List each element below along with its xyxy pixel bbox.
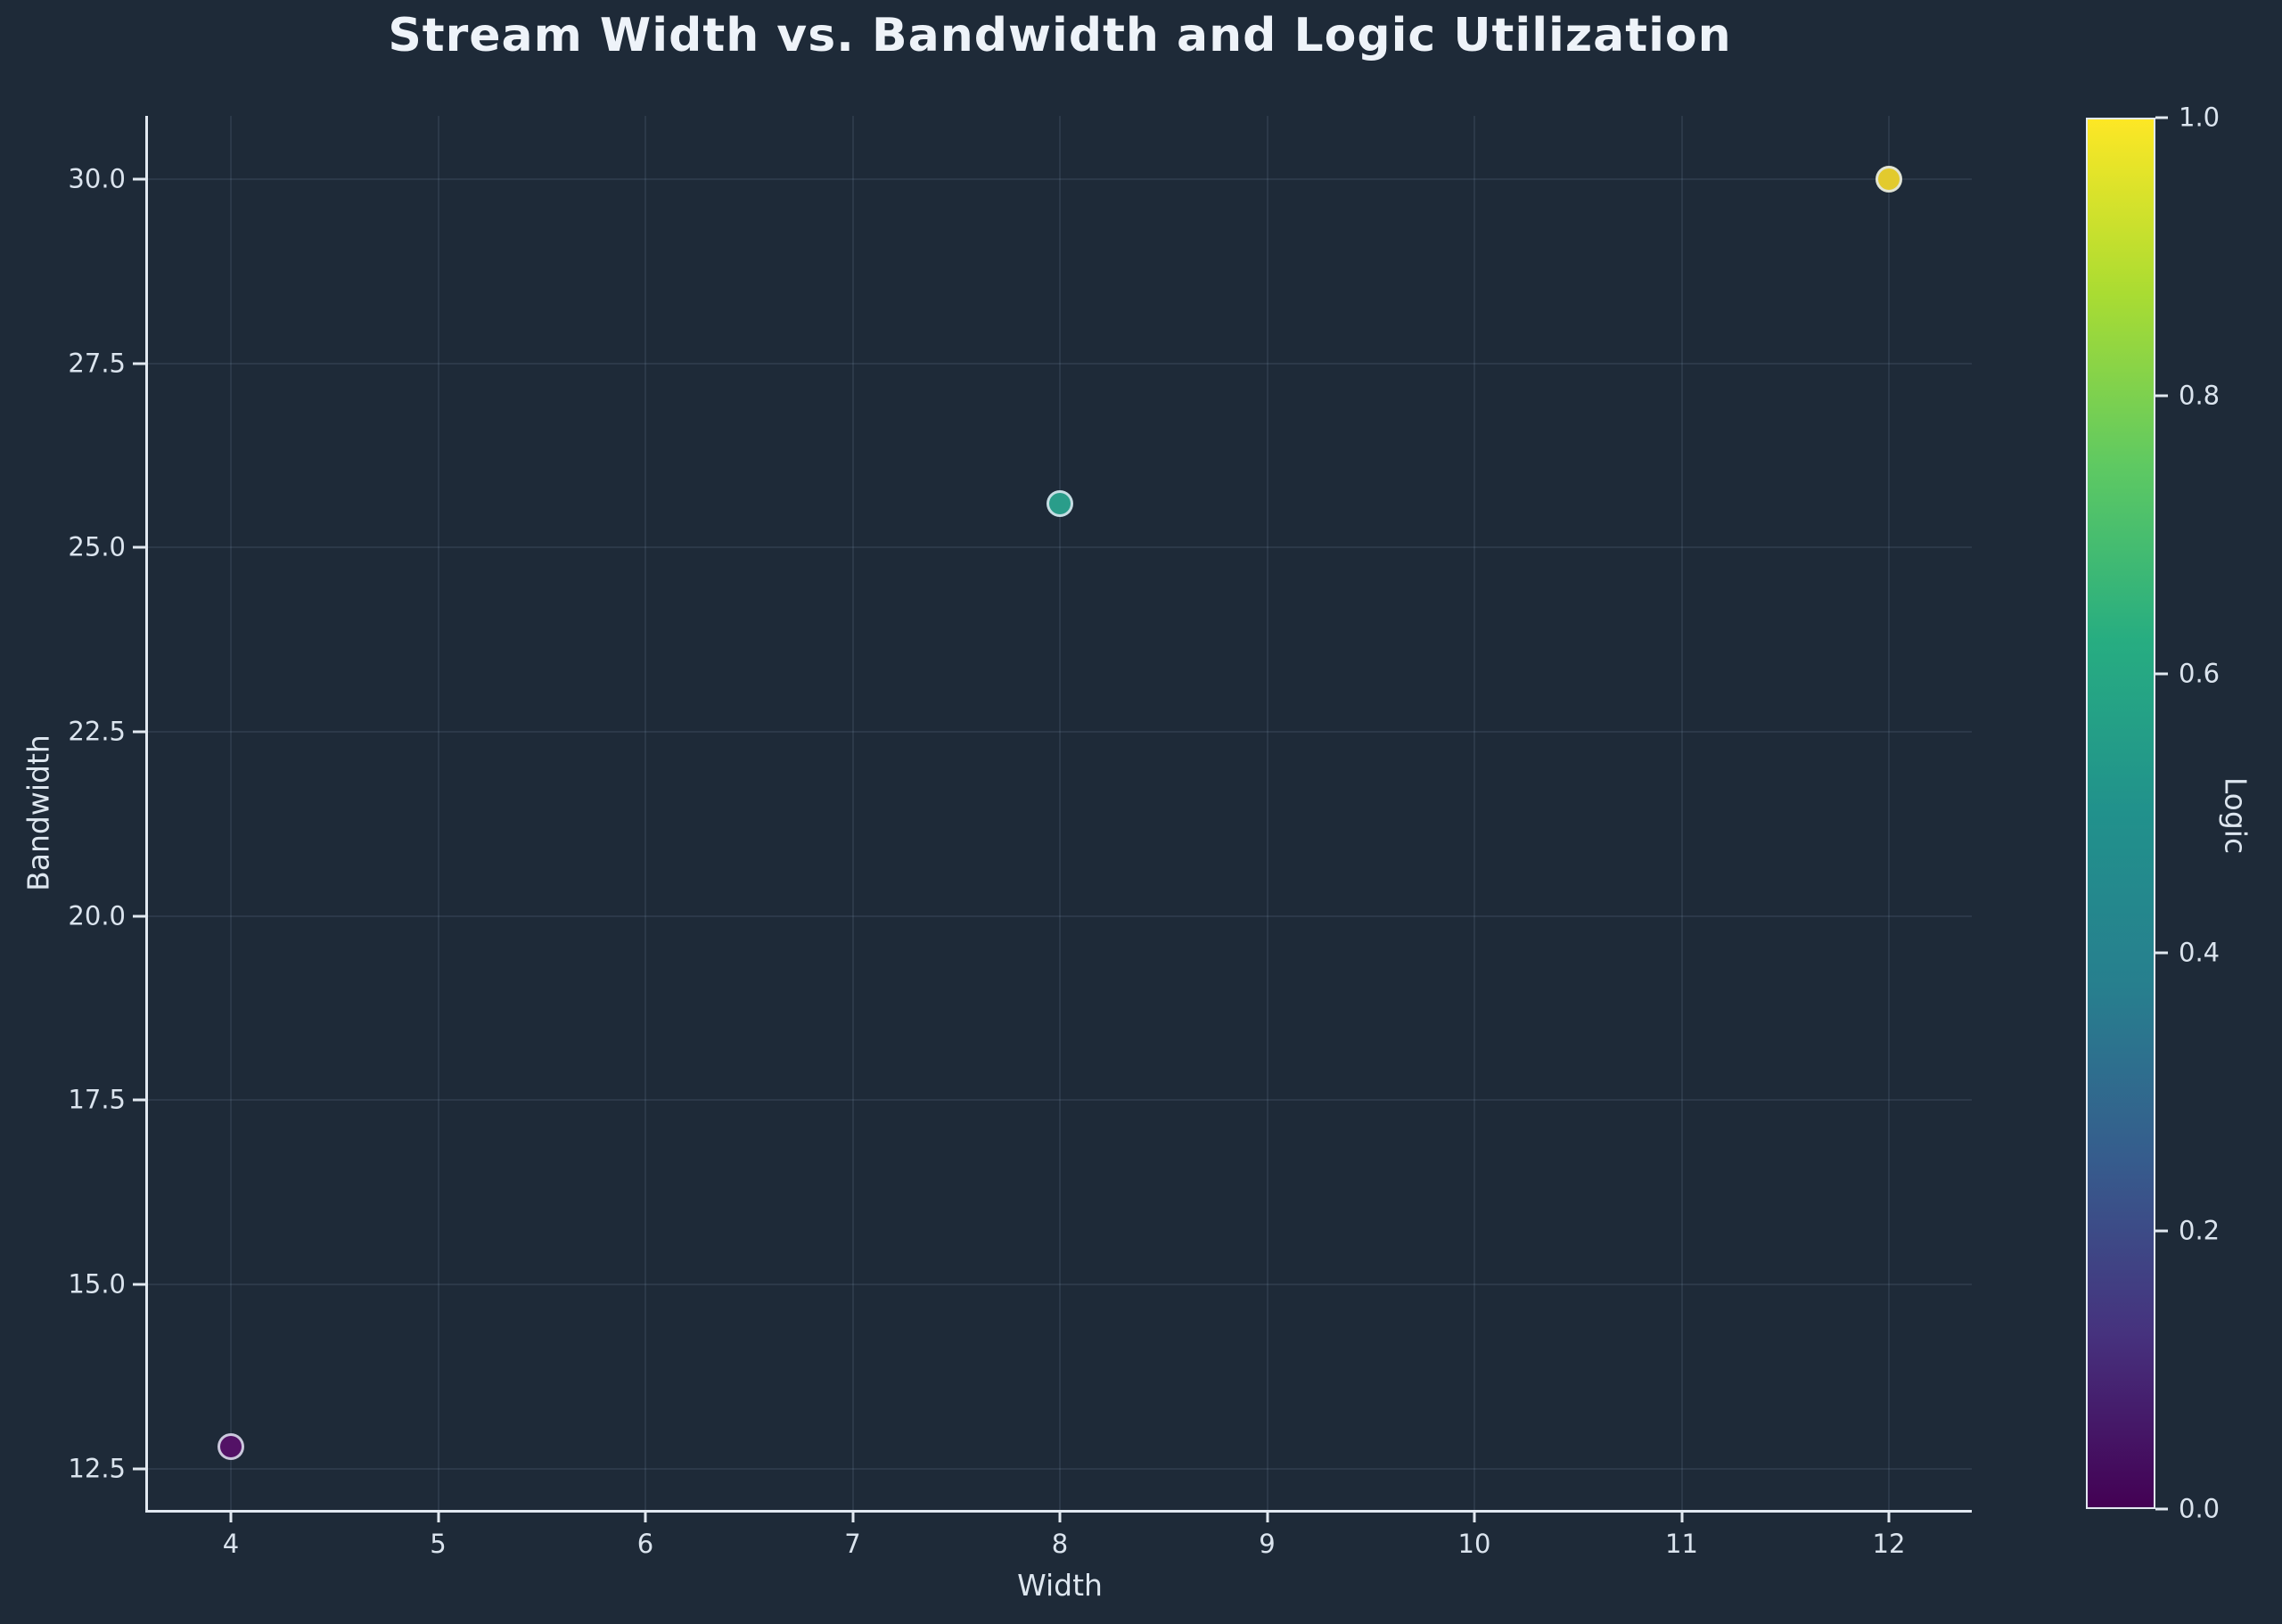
x-tick-mark	[644, 1510, 647, 1522]
y-tick-label: 17.5	[68, 1084, 126, 1115]
plot-area	[145, 116, 1972, 1513]
x-tick-mark	[851, 1510, 854, 1522]
x-gridline	[437, 116, 439, 1510]
colorbar-tick-mark	[2155, 672, 2168, 676]
y-gridline	[148, 915, 1972, 917]
x-tick-label: 11	[1665, 1529, 1698, 1559]
x-tick-label: 12	[1872, 1529, 1906, 1559]
y-tick-mark	[133, 730, 145, 734]
x-gridline	[1473, 116, 1475, 1510]
y-tick-label: 27.5	[68, 348, 126, 379]
x-tick-label: 7	[844, 1529, 861, 1559]
y-tick-mark	[133, 545, 145, 549]
y-tick-label: 25.0	[68, 531, 126, 562]
x-tick-mark	[1473, 1510, 1476, 1522]
scatter-point	[1047, 489, 1073, 517]
colorbar-label: Logic	[2218, 776, 2253, 855]
colorbar-tick-label: 0.6	[2179, 658, 2220, 689]
y-tick-label: 22.5	[68, 716, 126, 747]
y-tick-mark	[133, 1283, 145, 1286]
colorbar-tick-mark	[2155, 394, 2168, 398]
x-gridline	[1059, 116, 1061, 1510]
x-gridline	[644, 116, 646, 1510]
colorbar-tick-mark	[2155, 1229, 2168, 1233]
y-tick-mark	[133, 1098, 145, 1102]
y-tick-mark	[133, 915, 145, 918]
colorbar-tick-label: 0.8	[2179, 380, 2220, 411]
y-gridline	[148, 546, 1972, 549]
scatter-point	[218, 1432, 244, 1460]
x-tick-label: 8	[1051, 1529, 1069, 1559]
y-tick-label: 30.0	[68, 163, 126, 194]
y-gridline	[148, 178, 1972, 181]
x-tick-label: 4	[222, 1529, 240, 1559]
colorbar-tick-label: 0.0	[2179, 1493, 2220, 1524]
y-tick-mark	[133, 1467, 145, 1471]
y-axis-spine	[145, 116, 148, 1513]
y-tick-mark	[133, 177, 145, 181]
y-gridline	[148, 1284, 1972, 1286]
colorbar-tick-label: 0.4	[2179, 937, 2220, 968]
x-gridline	[851, 116, 854, 1510]
y-gridline	[148, 1467, 1972, 1470]
x-gridline	[1680, 116, 1683, 1510]
x-tick-mark	[229, 1510, 233, 1522]
x-tick-label: 10	[1457, 1529, 1491, 1559]
x-tick-label: 6	[636, 1529, 654, 1559]
y-gridline	[148, 731, 1972, 734]
scatter-point	[1876, 166, 1902, 193]
x-gridline	[1888, 116, 1890, 1510]
colorbar-tick-mark	[2155, 1507, 2168, 1511]
y-axis-label: Bandwidth	[21, 734, 56, 891]
colorbar-tick-mark	[2155, 951, 2168, 955]
x-tick-mark	[437, 1510, 439, 1522]
y-gridline	[148, 1099, 1972, 1102]
x-axis-label: Width	[1017, 1568, 1103, 1603]
y-tick-label: 20.0	[68, 900, 126, 931]
colorbar-tick-mark	[2155, 116, 2168, 119]
y-tick-mark	[133, 362, 145, 365]
x-tick-label: 9	[1259, 1529, 1276, 1559]
y-tick-label: 15.0	[68, 1268, 126, 1300]
y-gridline	[148, 362, 1972, 365]
x-tick-mark	[1058, 1510, 1062, 1522]
chart-title: Stream Width vs. Bandwidth and Logic Uti…	[388, 9, 1732, 62]
colorbar	[2086, 118, 2155, 1509]
x-gridline	[1266, 116, 1268, 1510]
colorbar-tick-label: 1.0	[2179, 102, 2220, 133]
colorbar-tick-label: 0.2	[2179, 1215, 2220, 1246]
x-tick-mark	[1680, 1510, 1683, 1522]
colorbar-gradient	[2088, 119, 2154, 1507]
x-gridline	[230, 116, 232, 1510]
x-tick-mark	[1266, 1510, 1268, 1522]
y-tick-label: 12.5	[68, 1453, 126, 1484]
x-tick-label: 5	[430, 1529, 447, 1559]
x-tick-mark	[1887, 1510, 1891, 1522]
